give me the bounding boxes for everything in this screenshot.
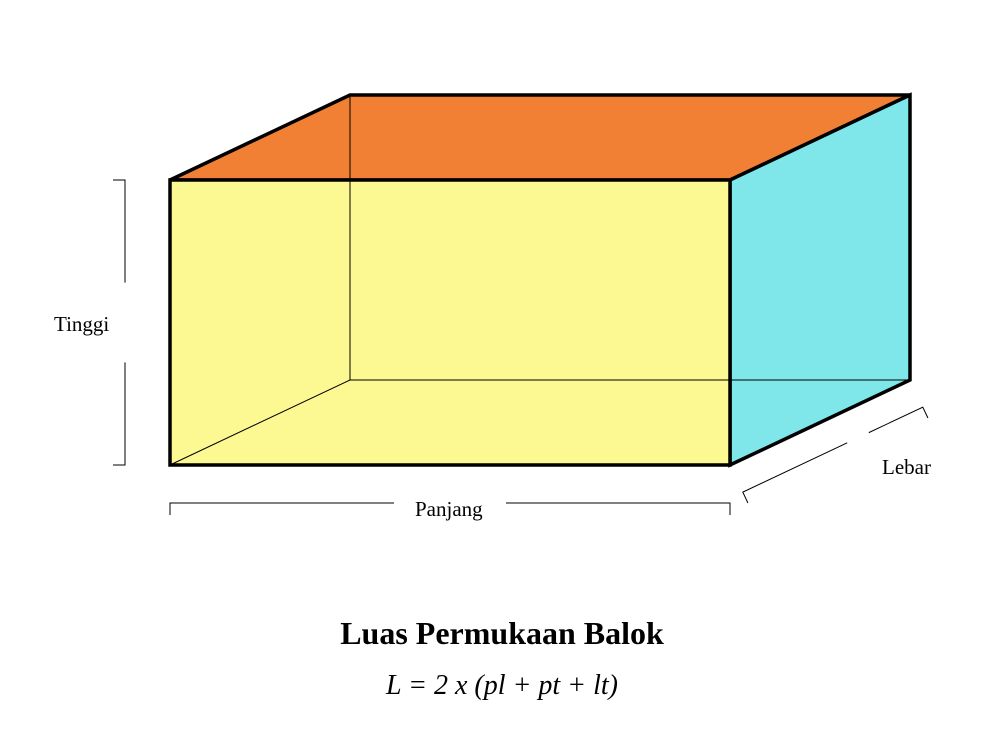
label-length: Panjang — [415, 497, 483, 522]
diagram-canvas: Tinggi Panjang Lebar Luas Permukaan Balo… — [0, 0, 1004, 755]
label-width: Lebar — [882, 455, 931, 480]
diagram-title: Luas Permukaan Balok — [0, 615, 1004, 652]
label-height: Tinggi — [54, 312, 109, 337]
diagram-formula: L = 2 x (pl + pt + lt) — [0, 670, 1004, 702]
